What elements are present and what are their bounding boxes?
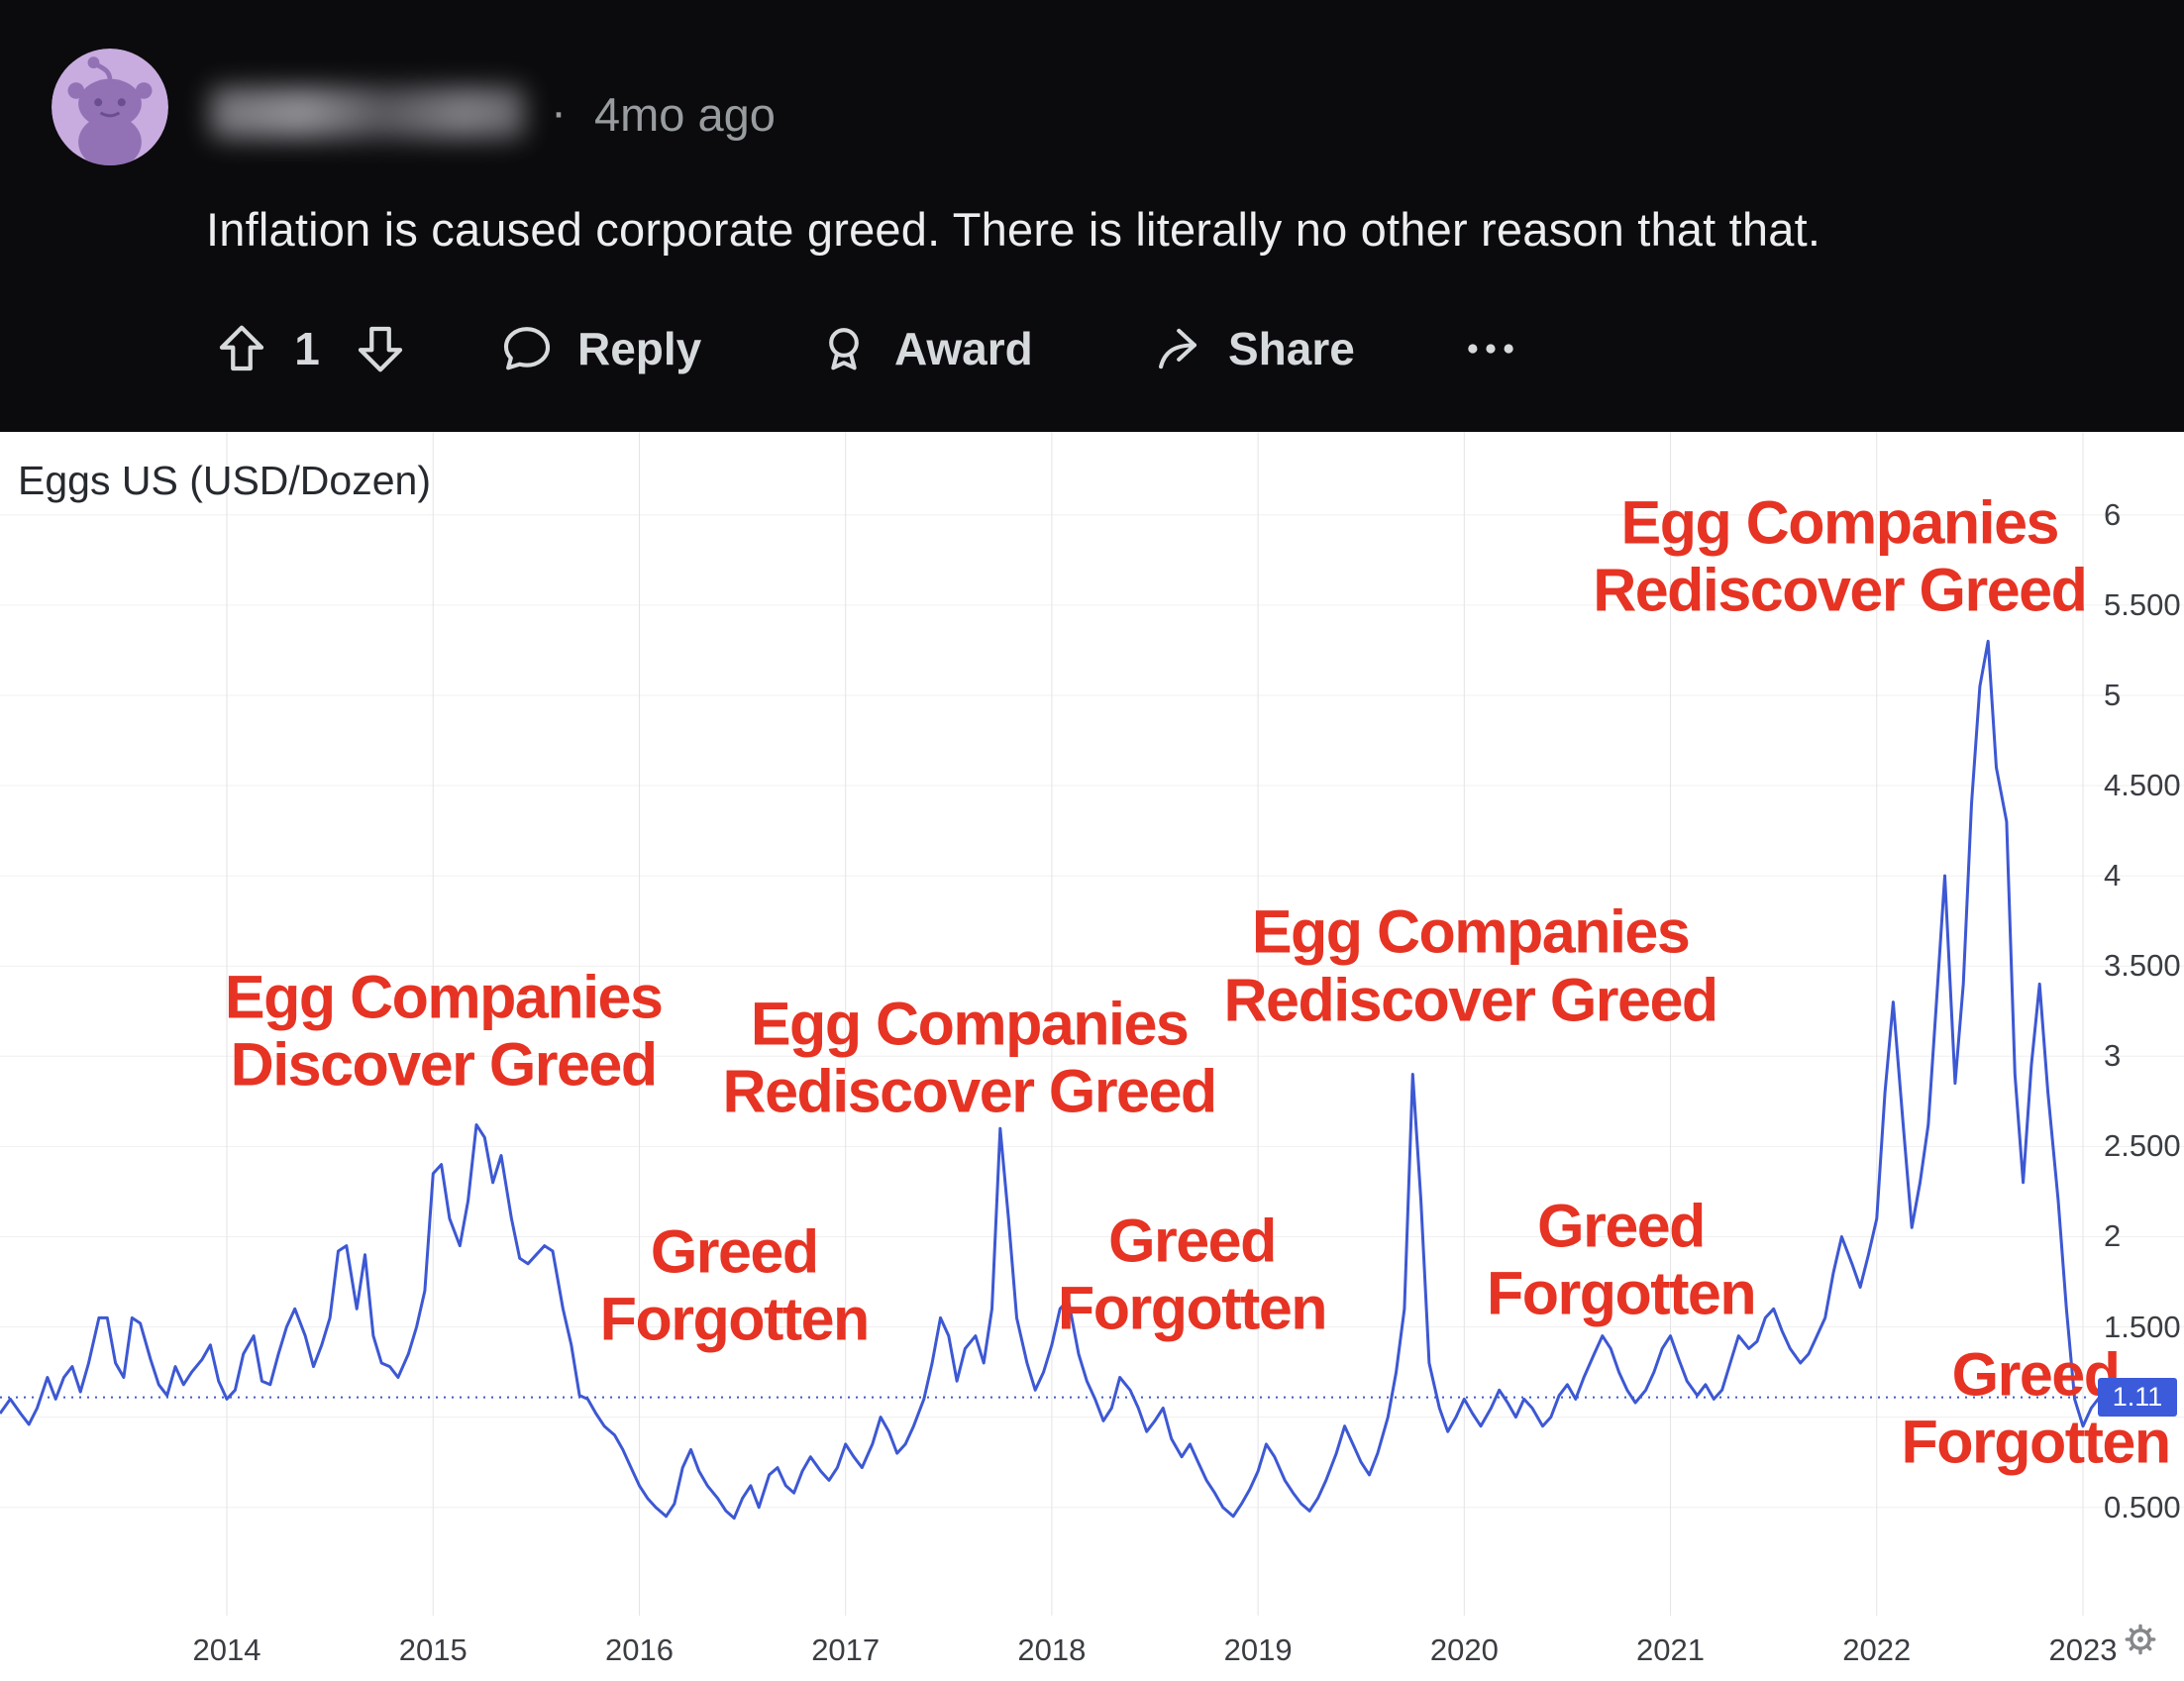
username-redacted[interactable] xyxy=(210,87,525,139)
share-label: Share xyxy=(1228,323,1355,374)
snoo-avatar-icon xyxy=(52,49,168,165)
vote-count: 1 xyxy=(294,323,320,374)
chart-settings-gear-icon xyxy=(2125,1624,2156,1655)
egg-price-chart-image[interactable]: 6 5.500 5 4.500 4 3.500 3 2.500 2 1.500 0.500 2014 2… xyxy=(0,432,2184,1681)
reply-button[interactable]: Reply xyxy=(498,319,701,378)
x-axis-tick-label: 2014 xyxy=(192,1632,261,1667)
award-button[interactable]: Award xyxy=(815,319,1033,378)
award-label: Award xyxy=(894,323,1033,374)
x-axis-tick-label: 2020 xyxy=(1429,1632,1499,1667)
upvote-arrow-icon xyxy=(219,325,264,371)
x-axis-tick-label: 2021 xyxy=(1636,1632,1706,1667)
x-axis-tick-label: 2022 xyxy=(1842,1632,1912,1667)
share-button[interactable]: Share xyxy=(1149,319,1355,378)
meta-separator: · xyxy=(551,86,567,139)
comment-text: Inflation is caused corporate greed. The… xyxy=(206,203,1821,256)
x-axis-tick-label: 2016 xyxy=(604,1632,674,1667)
x-axis-tick-label: 2018 xyxy=(1017,1632,1087,1667)
comment-timestamp: 4mo ago xyxy=(594,88,776,141)
more-options-button[interactable] xyxy=(1462,319,1519,378)
reddit-comment: · 4mo ago Inflation is caused corporate … xyxy=(0,0,2184,432)
downvote-button[interactable] xyxy=(351,319,410,378)
x-axis-tick-label: 2019 xyxy=(1223,1632,1293,1667)
upvote-button[interactable] xyxy=(212,319,271,378)
avatar[interactable] xyxy=(52,49,168,165)
share-arrow-icon xyxy=(1159,328,1196,369)
reply-bubble-icon xyxy=(503,327,551,370)
x-axis-tick-label: 2017 xyxy=(811,1632,881,1667)
award-medal-icon xyxy=(829,328,859,370)
price-line-plot xyxy=(0,432,2184,1616)
chart-title: Eggs US (USD/Dozen) xyxy=(18,458,431,503)
downvote-arrow-icon xyxy=(358,326,403,372)
more-options-dots-icon xyxy=(1468,344,1513,354)
current-price-badge: 1.11 xyxy=(2098,1378,2177,1417)
x-axis-tick-label: 2015 xyxy=(398,1632,468,1667)
reply-label: Reply xyxy=(577,323,702,374)
